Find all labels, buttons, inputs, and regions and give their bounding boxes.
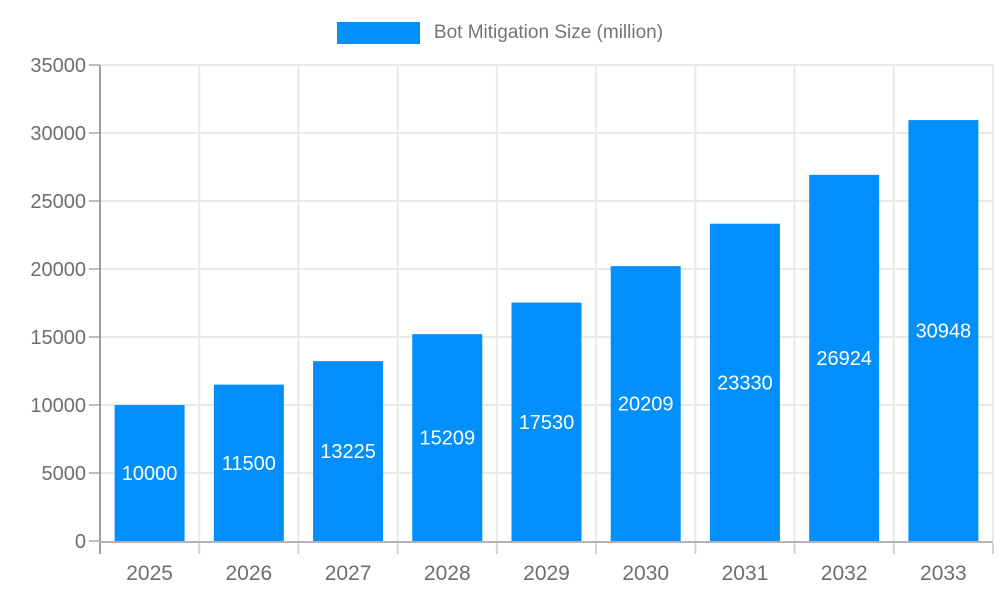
x-tick-label: 2029 <box>523 562 570 585</box>
bar-2033[interactable] <box>908 120 979 541</box>
y-tick-label: 35000 <box>30 55 86 77</box>
bar-value-label: 15209 <box>419 428 475 450</box>
bar-2032[interactable] <box>809 174 880 541</box>
bar-2025[interactable] <box>114 405 185 541</box>
bar-2030[interactable] <box>610 266 681 541</box>
bar-2027[interactable] <box>313 361 384 541</box>
y-tick-label: 25000 <box>30 191 86 213</box>
bar-value-label: 11500 <box>222 453 276 475</box>
bar-value-label: 20209 <box>618 394 674 416</box>
bar-value-label: 26924 <box>816 348 872 370</box>
legend[interactable]: Bot Mitigation Size (million) <box>0 20 1000 46</box>
x-tick-label: 2026 <box>225 562 272 585</box>
x-tick-label: 2033 <box>920 562 967 585</box>
bar-2028[interactable] <box>412 334 483 541</box>
legend-label: Bot Mitigation Size (million) <box>433 22 664 43</box>
x-tick-label: 2031 <box>722 562 769 585</box>
bar-value-label: 30948 <box>916 321 972 343</box>
bar-value-label: 10000 <box>122 463 178 485</box>
bar-2026[interactable] <box>213 384 284 541</box>
x-tick-label: 2030 <box>622 562 669 585</box>
x-tick-label: 2025 <box>126 562 173 585</box>
bar-2029[interactable] <box>511 302 582 541</box>
x-tick-label: 2028 <box>424 562 471 585</box>
y-tick-label: 30000 <box>30 123 86 145</box>
y-tick-label: 10000 <box>30 395 86 417</box>
y-tick-label: 20000 <box>30 259 86 281</box>
legend-swatch <box>336 22 420 44</box>
y-tick-label: 5000 <box>42 463 87 485</box>
bar-value-label: 17530 <box>519 412 575 434</box>
x-tick-label: 2027 <box>325 562 372 585</box>
bar-2031[interactable] <box>709 223 780 541</box>
bar-value-label: 23330 <box>717 372 773 394</box>
y-tick-label: 0 <box>75 531 86 553</box>
y-tick-label: 15000 <box>30 327 86 349</box>
x-tick-label: 2032 <box>821 562 868 585</box>
bar-value-label: 13225 <box>320 441 376 463</box>
